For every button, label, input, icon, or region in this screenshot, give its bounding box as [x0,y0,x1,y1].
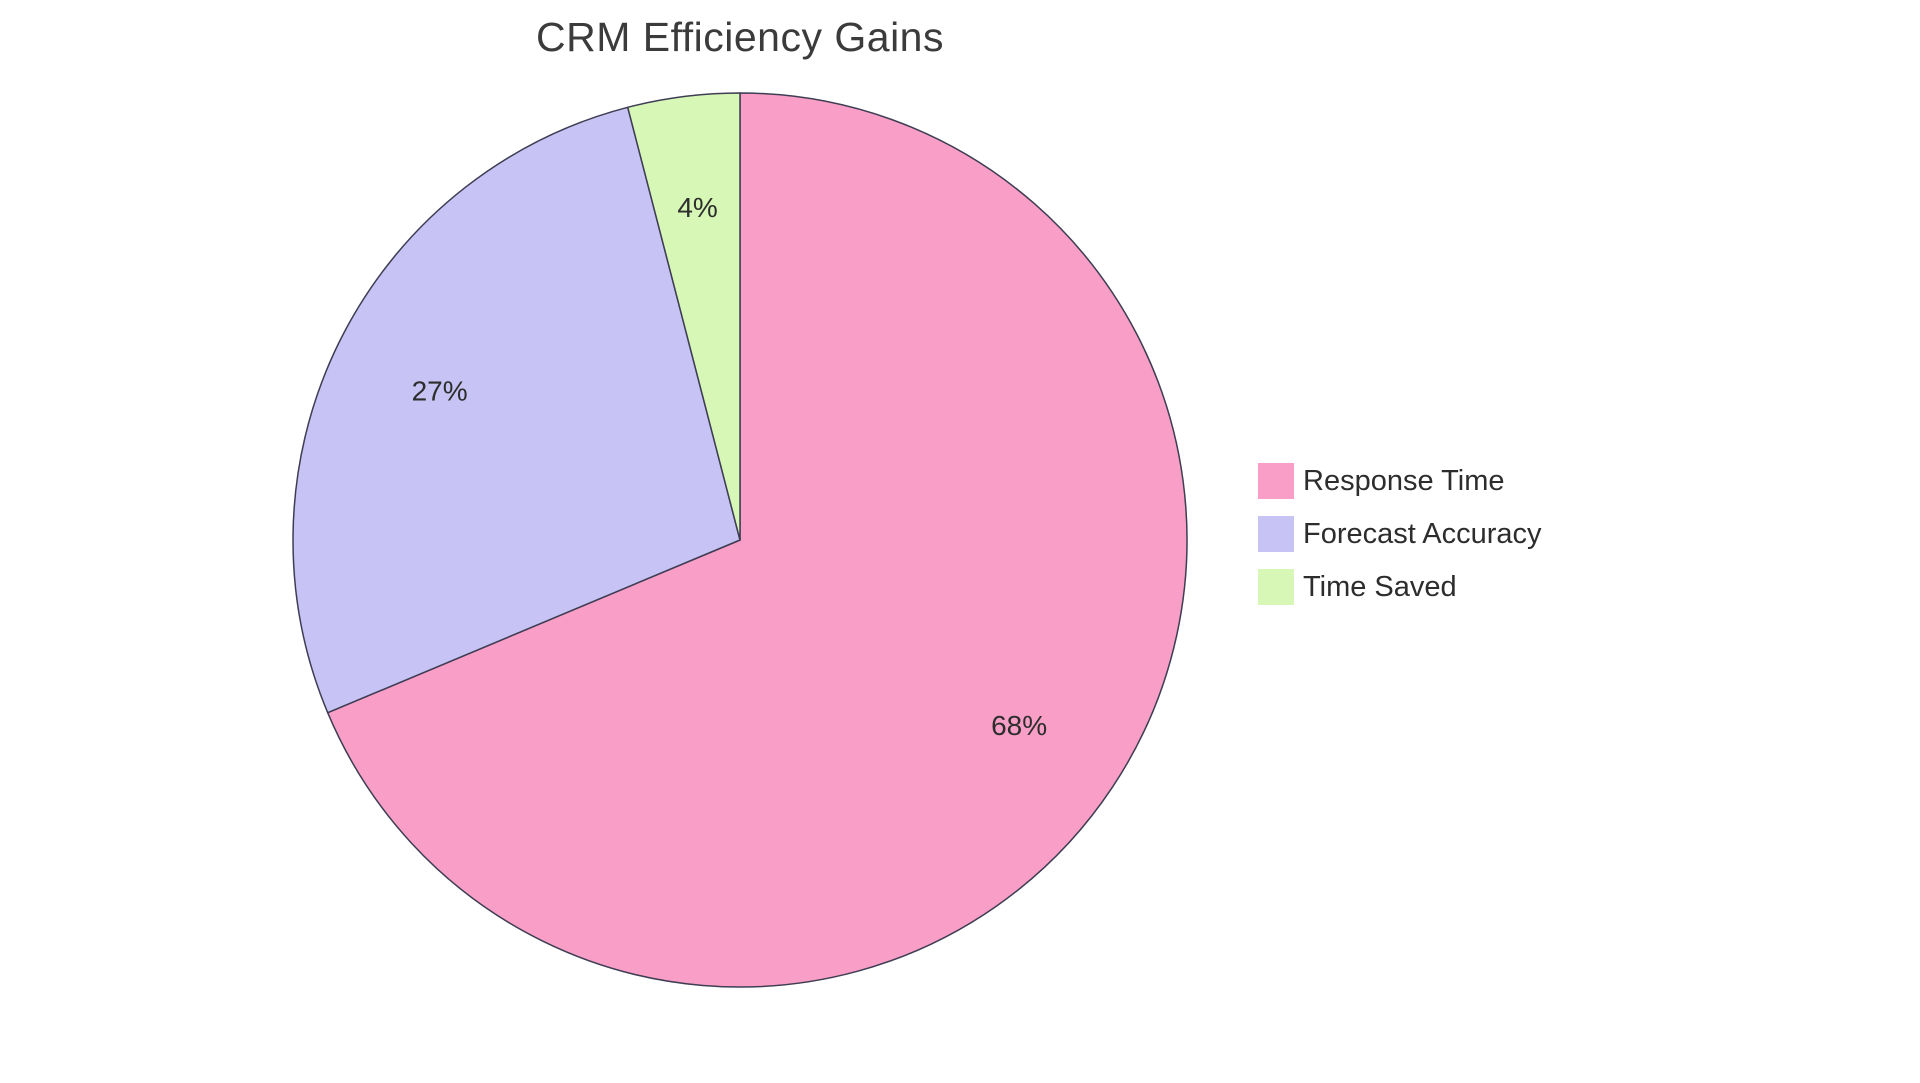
pie-slice-forecast-accuracy[interactable] [292,106,741,714]
pie-slice-label-time-saved: 4% [677,192,717,223]
pie-slice-label-forecast-accuracy: 27% [412,376,468,407]
legend-label-response-time: Response Time [1303,464,1505,497]
legend-item-forecast-accuracy[interactable]: Forecast Accuracy [1258,512,1542,556]
pie-slice-response-time[interactable] [326,92,1188,988]
legend-swatch-time-saved [1258,569,1294,605]
legend-swatch-forecast-accuracy [1258,516,1294,552]
pie-slice-time-saved[interactable] [626,92,741,541]
pie-slice-label-response-time: 68% [991,710,1047,741]
legend-label-forecast-accuracy: Forecast Accuracy [1303,517,1542,550]
legend-item-time-saved[interactable]: Time Saved [1258,565,1542,609]
legend-swatch-response-time [1258,463,1294,499]
chart-title: CRM Efficiency Gains [536,14,944,60]
legend-label-time-saved: Time Saved [1303,570,1457,603]
legend: Response Time Forecast Accuracy Time Saved [1258,459,1542,609]
legend-item-response-time[interactable]: Response Time [1258,459,1542,503]
